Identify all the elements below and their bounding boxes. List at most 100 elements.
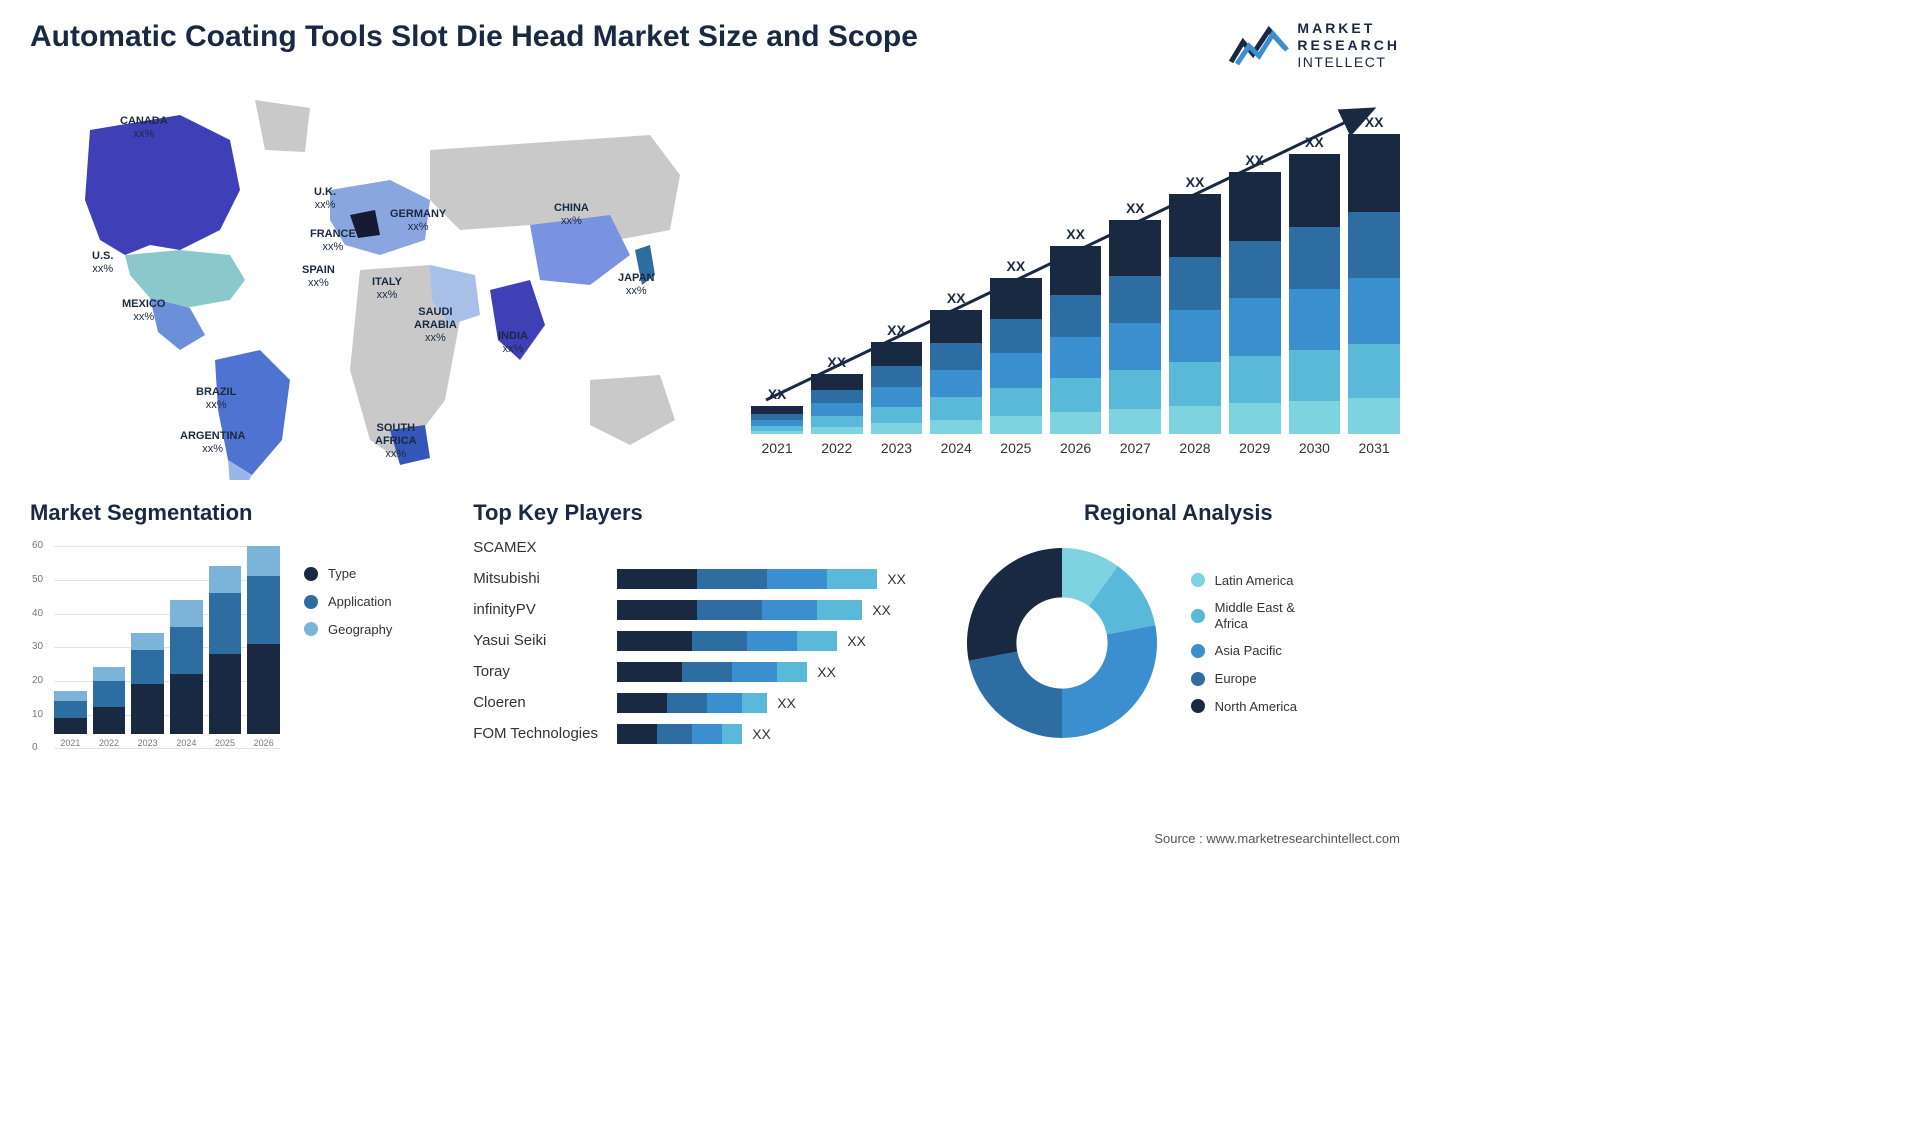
seg-bar-year: 2024 (176, 738, 196, 748)
growth-bar-col: XX 2022 (811, 354, 863, 456)
seg-bar-year: 2022 (99, 738, 119, 748)
seg-y-tick: 40 (32, 608, 43, 619)
seg-bar-year: 2025 (215, 738, 235, 748)
player-label: Yasui Seiki (473, 631, 603, 651)
logo-mark-icon (1229, 24, 1289, 66)
world-map: CANADAxx%U.S.xx%MEXICOxx%BRAZILxx%ARGENT… (30, 80, 711, 480)
player-bar-row: XX (617, 569, 936, 589)
seg-bar-year: 2026 (254, 738, 274, 748)
seg-bar-col: 2023 (131, 633, 164, 748)
map-label: MEXICOxx% (122, 298, 165, 323)
growth-bar (1289, 154, 1341, 434)
player-value: XX (817, 664, 836, 680)
donut-segment (1062, 626, 1157, 739)
growth-bar-year: 2024 (941, 440, 972, 456)
regional-panel: Regional Analysis Latin AmericaMiddle Ea… (957, 500, 1400, 768)
growth-bar-year: 2026 (1060, 440, 1091, 456)
growth-bar (811, 374, 863, 434)
player-bar (617, 600, 862, 620)
legend-item: Latin America (1191, 573, 1297, 589)
segmentation-panel: Market Segmentation 2021 2022 2023 2024 2025… (30, 500, 453, 768)
growth-bar (1348, 134, 1400, 434)
growth-bar-col: XX 2024 (930, 290, 982, 456)
seg-bar-col: 2024 (170, 600, 203, 749)
growth-bar-col: XX2021 (751, 386, 803, 456)
players-panel: Top Key Players SCAMEXMitsubishiinfinity… (473, 500, 936, 768)
map-label: ARGENTINAxx% (180, 430, 245, 455)
seg-bar (247, 546, 280, 735)
seg-bar (170, 600, 203, 735)
map-label: JAPANxx% (618, 272, 654, 297)
growth-bar-year: 2022 (821, 440, 852, 456)
growth-bar-value: XX (1365, 114, 1384, 130)
player-bar (617, 569, 877, 589)
players-title: Top Key Players (473, 500, 936, 526)
header: Automatic Coating Tools Slot Die Head Ma… (0, 0, 1440, 80)
map-label: SPAINxx% (302, 264, 335, 289)
growth-bar (1169, 194, 1221, 434)
seg-y-tick: 50 (32, 574, 43, 585)
logo-line3: INTELLECT (1297, 54, 1400, 71)
legend-item: Asia Pacific (1191, 643, 1297, 659)
growth-bar-year: 2030 (1299, 440, 1330, 456)
growth-bar-year: 2029 (1239, 440, 1270, 456)
player-value: XX (887, 571, 906, 587)
regional-donut-chart (957, 538, 1167, 748)
player-value: XX (872, 602, 891, 618)
growth-bar (751, 406, 803, 434)
player-value: XX (752, 726, 771, 742)
player-bar (617, 631, 837, 651)
segmentation-title: Market Segmentation (30, 500, 453, 526)
growth-bar-col: XX2029 (1229, 152, 1281, 456)
donut-segment (968, 652, 1061, 738)
growth-bar-value: XX (1066, 226, 1085, 242)
legend-item: Application (304, 594, 392, 610)
seg-y-tick: 10 (32, 709, 43, 720)
logo-line1: MARKET (1297, 20, 1400, 37)
player-label: Mitsubishi (473, 569, 603, 589)
page-title: Automatic Coating Tools Slot Die Head Ma… (30, 20, 918, 54)
source-text: Source : www.marketresearchintellect.com (1154, 831, 1400, 846)
player-bar (617, 724, 742, 744)
seg-bar-col: 2021 (54, 691, 87, 749)
top-section: CANADAxx%U.S.xx%MEXICOxx%BRAZILxx%ARGENT… (0, 80, 1440, 500)
player-bar-row: XX (617, 631, 936, 651)
growth-bar-year: 2031 (1359, 440, 1390, 456)
growth-bar-value: XX (1186, 174, 1205, 190)
seg-bar (131, 633, 164, 734)
map-label: CHINAxx% (554, 202, 589, 227)
map-label: ITALYxx% (372, 276, 402, 301)
growth-bar-value: XX (947, 290, 966, 306)
seg-y-tick: 20 (32, 675, 43, 686)
player-bar-row: XX (617, 600, 936, 620)
segmentation-bar-chart: 202120222023202420252026 0102030405060 (30, 538, 280, 768)
growth-bar-value: XX (827, 354, 846, 370)
growth-bar-chart: XX2021XX2022XX2023XX2024XX2025XX2026XX20… (751, 80, 1400, 480)
growth-bar-year: 2021 (761, 440, 792, 456)
growth-bar-year: 2025 (1000, 440, 1031, 456)
seg-bar-col: 2025 (209, 566, 242, 748)
legend-item: Type (304, 566, 392, 582)
player-label: Toray (473, 662, 603, 682)
map-label: FRANCExx% (310, 228, 356, 253)
growth-bar-col: XX2027 (1109, 200, 1161, 456)
players-bars: XX XX XX XX XX XX (617, 538, 936, 744)
growth-bar (990, 278, 1042, 434)
donut-segment (967, 548, 1062, 661)
map-label: GERMANYxx% (390, 208, 446, 233)
seg-bar-year: 2021 (60, 738, 80, 748)
logo-line2: RESEARCH (1297, 37, 1400, 54)
brand-logo: MARKET RESEARCH INTELLECT (1229, 20, 1400, 70)
seg-bar (54, 691, 87, 735)
growth-bar-col: XX2030 (1289, 134, 1341, 456)
legend-item: Middle East &Africa (1191, 600, 1297, 631)
player-label: SCAMEX (473, 538, 603, 558)
growth-bar (1109, 220, 1161, 434)
map-label: CANADAxx% (120, 115, 168, 140)
player-bar (617, 693, 767, 713)
player-value: XX (777, 695, 796, 711)
growth-bar-col: XX2028 (1169, 174, 1221, 456)
player-bar-row: XX (617, 693, 936, 713)
map-label: BRAZILxx% (196, 386, 236, 411)
player-label: Cloeren (473, 693, 603, 713)
